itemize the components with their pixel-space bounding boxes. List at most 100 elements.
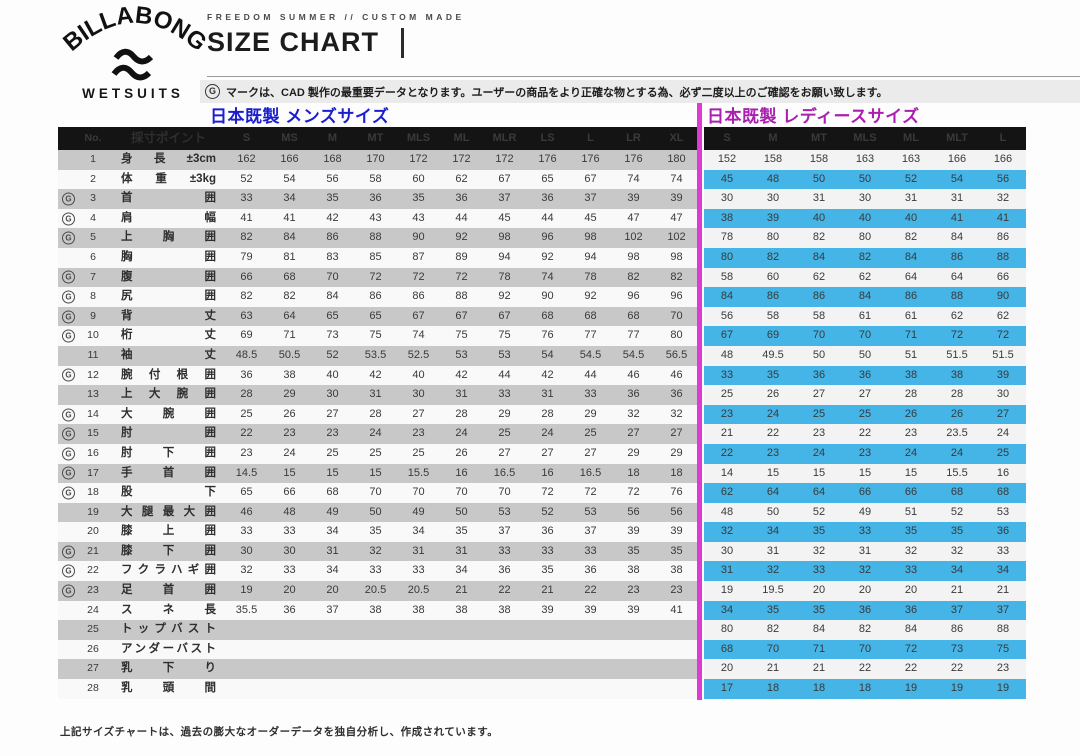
- size-value-cell: 71: [812, 642, 826, 655]
- size-value-cell: 36: [541, 192, 554, 205]
- size-value-cell: 25: [326, 446, 339, 459]
- ladies-row-section: 56 58 58 61 61 62 62: [704, 306, 1026, 327]
- size-value-cell: 88: [950, 290, 964, 303]
- mens-row-section: G 21 膝 下 囲 30 30 31 32 31 31 33 33 33 35 35: [58, 541, 698, 562]
- size-value-cell: 67: [498, 309, 511, 322]
- cad-mark-icon: G: [205, 84, 220, 99]
- size-value-cell: 94: [584, 250, 597, 263]
- row-number: 16: [87, 446, 99, 459]
- cad-note-text: マークは、CAD 製作の最重要データとなります。ユーザーの商品をより正確な物とす…: [226, 86, 888, 99]
- size-value-cell: [311, 659, 354, 679]
- size-value-cell: 33: [584, 544, 597, 557]
- size-value-cell: 72: [412, 270, 425, 283]
- size-value-cell: 35: [326, 192, 339, 205]
- ladies-row-section: 84 86 86 84 86 88 90: [704, 287, 1026, 307]
- size-value-cell: 20: [812, 584, 826, 597]
- size-value-cell: 26: [283, 407, 296, 420]
- size-value-cell: 88: [455, 290, 468, 303]
- size-value-cell: 28: [904, 388, 918, 401]
- column-header-point: 採寸ポイント: [130, 131, 206, 145]
- size-value-cell: 30: [326, 388, 339, 401]
- size-value-cell: 39: [996, 368, 1010, 381]
- size-value-cell: 39: [627, 603, 640, 616]
- size-value-cell: 18: [670, 466, 683, 479]
- cad-mark-icon: G: [62, 329, 75, 343]
- size-value-cell: 28: [369, 407, 382, 420]
- size-value-cell: 172: [452, 153, 471, 165]
- size-value-cell: 46: [670, 368, 683, 381]
- size-value-cell: 26: [904, 407, 918, 420]
- size-value-cell: 98: [498, 231, 511, 244]
- column-header-size: M: [768, 132, 778, 144]
- size-value-cell: [655, 640, 698, 660]
- size-value-cell: 33: [858, 525, 872, 538]
- size-value-cell: [526, 679, 569, 699]
- size-value-cell: 56: [720, 309, 734, 322]
- size-value-cell: 52: [950, 505, 964, 518]
- size-value-cell: 23: [904, 427, 918, 440]
- measure-point-cell: 肩 幅: [121, 211, 216, 224]
- size-value-cell: 14.5: [235, 466, 258, 479]
- mens-row-section: G 16 肘 下 囲 23 24 25 25 25 26 27 27 27 29 29: [58, 443, 698, 464]
- mens-row-section: G 22 フクラハギ囲 32 33 34 33 33 34 36 35 36 38 38: [58, 561, 698, 582]
- size-value-cell: 82: [670, 270, 683, 283]
- size-value-cell: 20.5: [364, 584, 387, 597]
- size-value-cell: 74: [670, 172, 683, 185]
- table-row: 25 トップバスト 80 82 84 82 84 86 88: [58, 620, 1026, 640]
- size-value-cell: 41: [240, 211, 253, 224]
- size-value-cell: 45: [498, 211, 511, 224]
- size-value-cell: 36: [240, 368, 253, 381]
- row-number: 5: [90, 231, 96, 244]
- size-value-cell: 44: [541, 211, 554, 224]
- size-value-cell: [612, 679, 655, 699]
- size-value-cell: 27: [541, 446, 554, 459]
- size-value-cell: 27: [412, 407, 425, 420]
- size-value-cell: 72: [904, 642, 918, 655]
- size-value-cell: 34: [412, 525, 425, 538]
- cad-mark-icon: G: [62, 231, 75, 245]
- table-row: 26 アンダーバスト 68 70 71 70 72 73 75: [58, 639, 1026, 660]
- size-value-cell: 31: [720, 564, 734, 577]
- row-number: 9: [90, 309, 96, 322]
- size-value-cell: 86: [904, 290, 918, 303]
- size-value-cell: [225, 659, 268, 679]
- size-value-cell: 21: [720, 427, 734, 440]
- row-number-cell: 27: [58, 659, 112, 679]
- size-value-cell: 96: [670, 290, 683, 303]
- size-value-cell: 62: [950, 309, 964, 322]
- row-number-cell: 28: [58, 679, 112, 699]
- size-value-cell: 23: [812, 427, 826, 440]
- measure-point-cell: 乳 頭 間: [121, 682, 216, 695]
- row-number: 14: [87, 407, 99, 420]
- mens-row-section: 25 トップバスト: [58, 620, 698, 640]
- size-value-cell: 35.5: [235, 603, 258, 616]
- column-header-size: LR: [626, 132, 641, 144]
- row-number: 13: [87, 388, 99, 401]
- size-value-cell: 84: [720, 290, 734, 303]
- size-value-cell: 31: [950, 192, 964, 205]
- size-value-cell: 33: [498, 544, 511, 557]
- size-value-cell: 82: [766, 250, 780, 263]
- size-value-cell: 82: [858, 623, 872, 636]
- ladies-row-section: 58 60 62 62 64 64 66: [704, 267, 1026, 288]
- size-value-cell: [354, 679, 397, 699]
- mens-row-section: 27 乳 下 り: [58, 659, 698, 680]
- size-value-cell: 43: [369, 211, 382, 224]
- measure-point-cell: 股 下: [121, 486, 216, 499]
- size-value-cell: [440, 620, 483, 640]
- measure-point-cell: 大 腿 最 大 囲: [121, 505, 216, 518]
- size-value-cell: 19: [950, 682, 964, 695]
- table-header-row: No. 採寸ポイント S MS M MT MLS ML MLR LS L LR XL S M MT MLS ML…: [58, 127, 1026, 150]
- size-value-cell: 92: [455, 231, 468, 244]
- ladies-row-section: 38 39 40 40 40 41 41: [704, 208, 1026, 229]
- ladies-row-section: 68 70 71 70 72 73 75: [704, 639, 1026, 660]
- size-value-cell: 30: [858, 192, 872, 205]
- row-number: 26: [87, 642, 99, 655]
- ladies-row-section: 80 82 84 82 84 86 88: [704, 620, 1026, 640]
- cad-mark-icon: G: [62, 486, 75, 500]
- size-value-cell: 51: [904, 348, 918, 361]
